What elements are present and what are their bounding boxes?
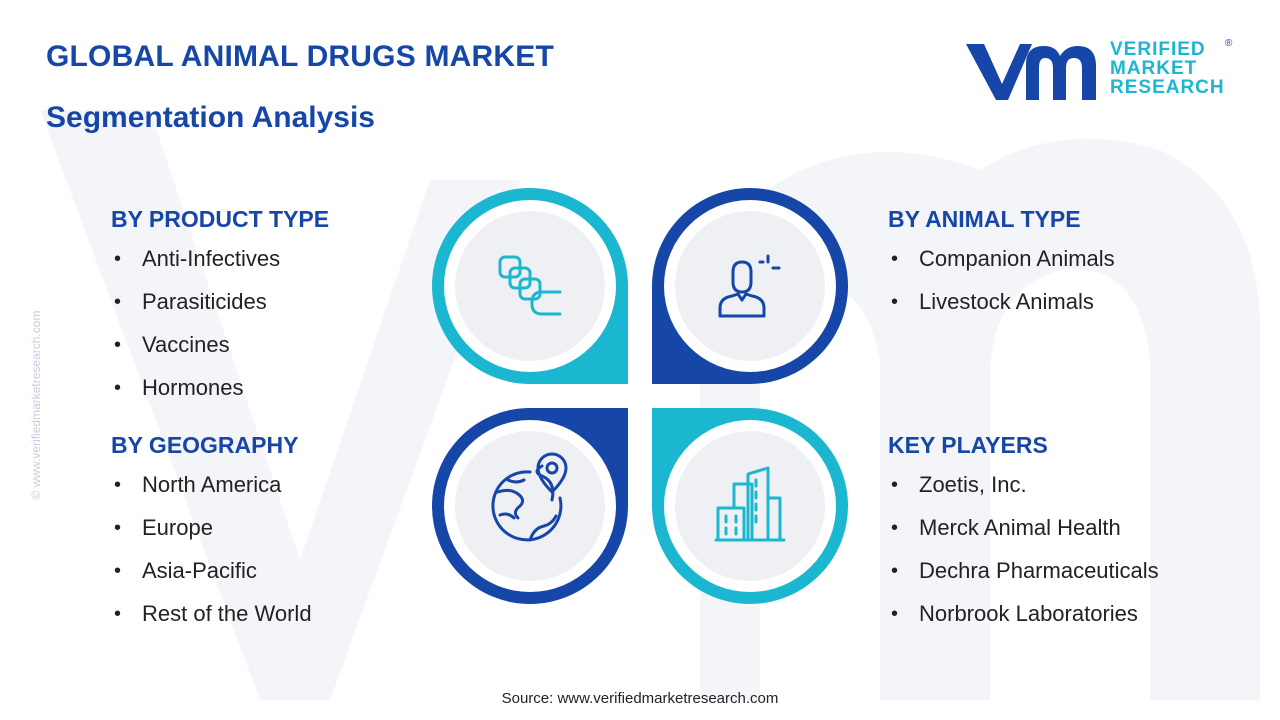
list-item: Livestock Animals xyxy=(888,287,1115,330)
list-item: North America xyxy=(111,470,312,513)
bullet-list: Companion Animals Livestock Animals xyxy=(888,244,1115,330)
side-watermark-url: © www.verifiedmarketresearch.com xyxy=(29,310,43,500)
section-heading: BY PRODUCT TYPE xyxy=(111,206,330,232)
list-item: Zoetis, Inc. xyxy=(888,470,1159,513)
source-caption: Source: www.verifiedmarketresearch.com xyxy=(501,690,779,707)
list-item: Anti-Infectives xyxy=(111,244,329,287)
list-item: Hormones xyxy=(111,373,329,416)
vmr-logo-mark xyxy=(966,44,1096,100)
section-product-type: BY PRODUCT TYPE Anti-Infectives Parasiti… xyxy=(111,206,329,416)
bullet-list: North America Europe Asia-Pacific Rest o… xyxy=(111,470,312,642)
section-geography: BY GEOGRAPHY North America Europe Asia-P… xyxy=(111,432,312,642)
logo-line-3: RESEARCH xyxy=(1110,77,1225,98)
list-item: Asia-Pacific xyxy=(111,556,312,599)
section-heading: BY GEOGRAPHY xyxy=(111,432,299,458)
section-key-players: KEY PLAYERS Zoetis, Inc. Merck Animal He… xyxy=(888,432,1159,642)
page-title: GLOBAL ANIMAL DRUGS MARKET xyxy=(46,40,554,73)
list-item: Companion Animals xyxy=(888,244,1115,287)
list-item: Parasiticides xyxy=(111,287,329,330)
registered-mark: ® xyxy=(1225,38,1233,49)
page-subtitle: Segmentation Analysis xyxy=(46,101,375,134)
bullet-list: Anti-Infectives Parasiticides Vaccines H… xyxy=(111,244,329,416)
section-animal-type: BY ANIMAL TYPE Companion Animals Livesto… xyxy=(888,206,1115,330)
bullet-list: Zoetis, Inc. Merck Animal Health Dechra … xyxy=(888,470,1159,642)
logo-wordmark: VERIFIED MARKET RESEARCH xyxy=(1110,40,1225,97)
list-item: Norbrook Laboratories xyxy=(888,599,1159,642)
company-logo: VERIFIED MARKET RESEARCH ® xyxy=(962,38,1237,104)
list-item: Vaccines xyxy=(111,330,329,373)
list-item: Rest of the World xyxy=(111,599,312,642)
section-heading: BY ANIMAL TYPE xyxy=(888,206,1081,232)
logo-line-1: VERIFIED xyxy=(1110,39,1206,60)
section-heading: KEY PLAYERS xyxy=(888,432,1048,458)
logo-line-2: MARKET xyxy=(1110,58,1198,79)
list-item: Dechra Pharmaceuticals xyxy=(888,556,1159,599)
list-item: Merck Animal Health xyxy=(888,513,1159,556)
list-item: Europe xyxy=(111,513,312,556)
